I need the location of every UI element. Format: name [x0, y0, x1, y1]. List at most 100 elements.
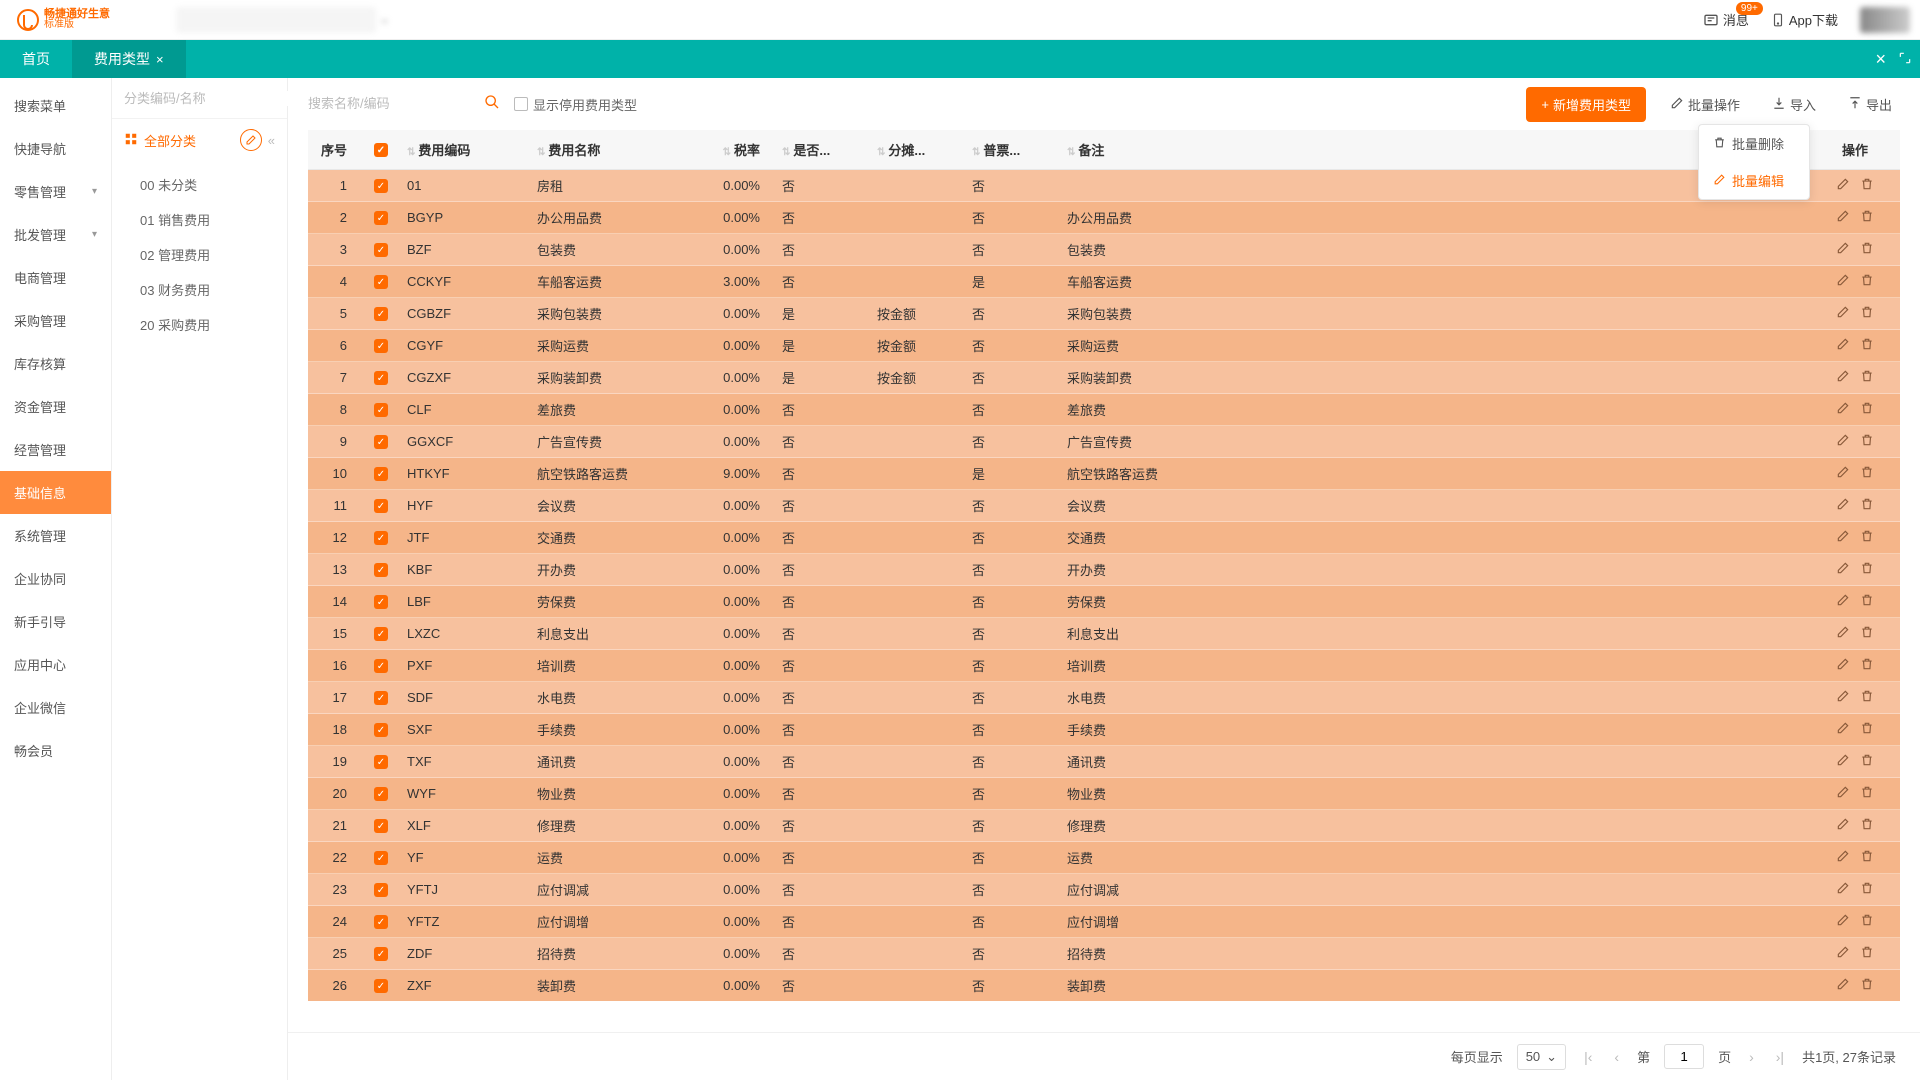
- row-delete-button[interactable]: [1860, 913, 1874, 930]
- sidebar-item[interactable]: 应用中心: [0, 643, 111, 686]
- checkbox-icon[interactable]: ✓: [374, 755, 388, 769]
- row-delete-button[interactable]: [1860, 433, 1874, 450]
- checkbox-icon[interactable]: ✓: [374, 819, 388, 833]
- checkbox-icon[interactable]: ✓: [374, 659, 388, 673]
- search-input[interactable]: [308, 96, 484, 111]
- row-delete-button[interactable]: [1860, 817, 1874, 834]
- table-row[interactable]: 14✓LBF劳保费0.00%否否劳保费: [308, 586, 1900, 618]
- first-page-button[interactable]: |‹: [1580, 1047, 1596, 1067]
- row-delete-button[interactable]: [1860, 497, 1874, 514]
- messages-link[interactable]: 消息 99+: [1703, 10, 1749, 29]
- cell-check[interactable]: ✓: [363, 650, 399, 682]
- checkbox-icon[interactable]: ✓: [374, 467, 388, 481]
- cell-check[interactable]: ✓: [363, 810, 399, 842]
- table-row[interactable]: 16✓PXF培训费0.00%否否培训费: [308, 650, 1900, 682]
- checkbox-icon[interactable]: ✓: [374, 627, 388, 641]
- checkbox-icon[interactable]: ✓: [374, 211, 388, 225]
- table-row[interactable]: 6✓CGYF采购运费0.00%是按金额否采购运费: [308, 330, 1900, 362]
- row-delete-button[interactable]: [1860, 881, 1874, 898]
- row-edit-button[interactable]: [1836, 465, 1850, 482]
- category-all[interactable]: 全部分类: [124, 131, 196, 150]
- cell-check[interactable]: ✓: [363, 362, 399, 394]
- sidebar-item[interactable]: 批发管理▾: [0, 213, 111, 256]
- sidebar-item[interactable]: 系统管理: [0, 514, 111, 557]
- row-edit-button[interactable]: [1836, 689, 1850, 706]
- row-edit-button[interactable]: [1836, 273, 1850, 290]
- close-all-icon[interactable]: ×: [1875, 49, 1886, 70]
- app-download-link[interactable]: App下载: [1771, 10, 1838, 29]
- sidebar-item[interactable]: 基础信息: [0, 471, 111, 514]
- category-item[interactable]: 03 财务费用: [112, 272, 287, 307]
- checkbox-icon[interactable]: ✓: [374, 371, 388, 385]
- row-edit-button[interactable]: [1836, 849, 1850, 866]
- checkbox-icon[interactable]: ✓: [374, 339, 388, 353]
- col-rate[interactable]: ⇅税率: [694, 130, 774, 170]
- category-search-input[interactable]: [124, 91, 300, 106]
- table-row[interactable]: 18✓SXF手续费0.00%否否手续费: [308, 714, 1900, 746]
- col-check[interactable]: ✓: [363, 130, 399, 170]
- sidebar-item[interactable]: 新手引导: [0, 600, 111, 643]
- table-row[interactable]: 23✓YFTJ应付调减0.00%否否应付调减: [308, 874, 1900, 906]
- sidebar-item[interactable]: 企业微信: [0, 686, 111, 729]
- table-row[interactable]: 22✓YF运费0.00%否否运费: [308, 842, 1900, 874]
- sidebar-item[interactable]: 搜索菜单: [0, 84, 111, 127]
- table-row[interactable]: 2✓BGYP办公用品费0.00%否否办公用品费: [308, 202, 1900, 234]
- table-row[interactable]: 20✓WYF物业费0.00%否否物业费: [308, 778, 1900, 810]
- cell-check[interactable]: ✓: [363, 682, 399, 714]
- cell-check[interactable]: ✓: [363, 586, 399, 618]
- checkbox-icon[interactable]: ✓: [374, 851, 388, 865]
- table-row[interactable]: 4✓CCKYF车船客运费3.00%否是车船客运费: [308, 266, 1900, 298]
- checkbox-icon[interactable]: ✓: [374, 499, 388, 513]
- row-delete-button[interactable]: [1860, 753, 1874, 770]
- cell-check[interactable]: ✓: [363, 938, 399, 970]
- table-row[interactable]: 21✓XLF修理费0.00%否否修理费: [308, 810, 1900, 842]
- row-edit-button[interactable]: [1836, 561, 1850, 578]
- col-code[interactable]: ⇅费用编码: [399, 130, 529, 170]
- col-seq[interactable]: 序号: [308, 130, 363, 170]
- org-selector[interactable]: ⌄: [176, 7, 376, 33]
- cell-check[interactable]: ✓: [363, 234, 399, 266]
- row-edit-button[interactable]: [1836, 497, 1850, 514]
- cell-check[interactable]: ✓: [363, 746, 399, 778]
- cell-check[interactable]: ✓: [363, 394, 399, 426]
- cell-check[interactable]: ✓: [363, 298, 399, 330]
- last-page-button[interactable]: ›|: [1772, 1047, 1788, 1067]
- category-item[interactable]: 20 采购费用: [112, 307, 287, 342]
- page-input[interactable]: [1664, 1044, 1704, 1069]
- table-row[interactable]: 8✓CLF差旅费0.00%否否差旅费: [308, 394, 1900, 426]
- checkbox-icon[interactable]: ✓: [374, 883, 388, 897]
- cell-check[interactable]: ✓: [363, 522, 399, 554]
- sidebar-item[interactable]: 快捷导航: [0, 127, 111, 170]
- sidebar-item[interactable]: 资金管理: [0, 385, 111, 428]
- col-split[interactable]: ⇅分摊...: [869, 130, 964, 170]
- checkbox-icon[interactable]: ✓: [374, 243, 388, 257]
- row-edit-button[interactable]: [1836, 625, 1850, 642]
- row-edit-button[interactable]: [1836, 401, 1850, 418]
- checkbox-icon[interactable]: ✓: [374, 275, 388, 289]
- checkbox-icon[interactable]: ✓: [374, 915, 388, 929]
- cell-check[interactable]: ✓: [363, 202, 399, 234]
- sidebar-item[interactable]: 电商管理: [0, 256, 111, 299]
- sidebar-item[interactable]: 零售管理▾: [0, 170, 111, 213]
- cell-check[interactable]: ✓: [363, 426, 399, 458]
- checkbox-all-icon[interactable]: ✓: [374, 143, 388, 157]
- row-delete-button[interactable]: [1860, 785, 1874, 802]
- avatar[interactable]: [1860, 7, 1910, 33]
- row-edit-button[interactable]: [1836, 241, 1850, 258]
- row-delete-button[interactable]: [1860, 241, 1874, 258]
- checkbox-icon[interactable]: ✓: [374, 947, 388, 961]
- row-edit-button[interactable]: [1836, 785, 1850, 802]
- row-edit-button[interactable]: [1836, 721, 1850, 738]
- row-edit-button[interactable]: [1836, 817, 1850, 834]
- row-delete-button[interactable]: [1860, 689, 1874, 706]
- expand-icon[interactable]: [1898, 51, 1912, 68]
- col-bool1[interactable]: ⇅是否...: [774, 130, 869, 170]
- table-row[interactable]: 10✓HTKYF航空铁路客运费9.00%否是航空铁路客运费: [308, 458, 1900, 490]
- row-delete-button[interactable]: [1860, 529, 1874, 546]
- cell-check[interactable]: ✓: [363, 330, 399, 362]
- category-item[interactable]: 00 未分类: [112, 167, 287, 202]
- batch-delete-item[interactable]: 批量删除: [1699, 125, 1809, 162]
- row-delete-button[interactable]: [1860, 177, 1874, 194]
- category-item[interactable]: 01 销售费用: [112, 202, 287, 237]
- row-delete-button[interactable]: [1860, 977, 1874, 994]
